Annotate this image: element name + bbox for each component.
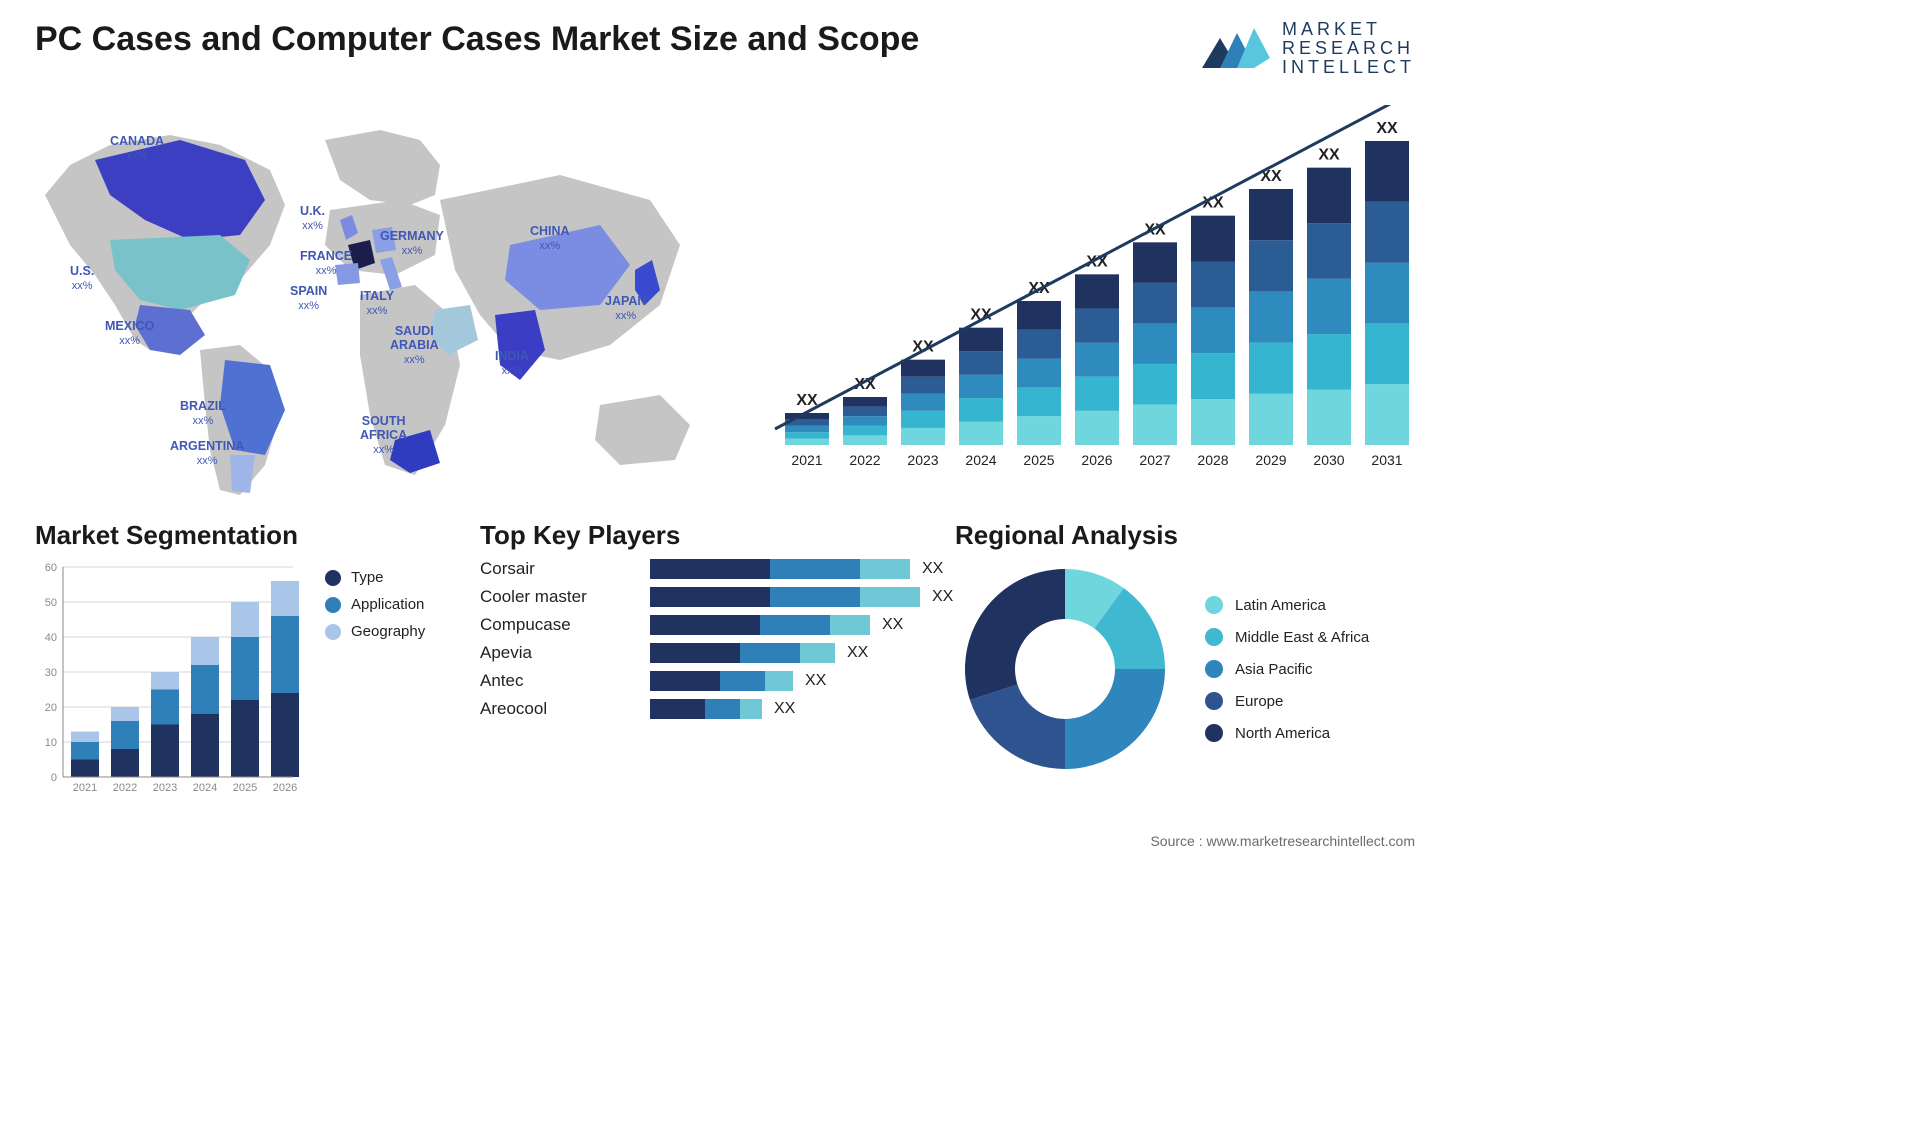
map-label: SOUTHAFRICAxx% [360,415,407,456]
map-label: SAUDIARABIAxx% [390,325,439,366]
regional-legend-item: North America [1205,724,1369,742]
brand-mark-icon [1202,23,1272,73]
svg-text:2021: 2021 [73,782,97,794]
keyplayer-value: XX [774,700,795,718]
svg-text:50: 50 [45,597,57,609]
keyplayer-row: Apevia XX [480,643,960,663]
keyplayer-name: Antec [480,671,650,691]
keyplayer-value: XX [805,672,826,690]
growth-bar-chart: XX2021XX2022XX2023XX2024XX2025XX2026XX20… [755,105,1415,485]
keyplayer-row: Antec XX [480,671,960,691]
world-map: CANADAxx% U.S.xx% MEXICOxx% BRAZILxx% ARGENT… [40,105,710,505]
svg-text:40: 40 [45,632,57,644]
keyplayer-row: Areocool XX [480,699,960,719]
map-label: CHINAxx% [530,225,570,253]
svg-text:2022: 2022 [849,452,880,468]
segmentation-legend: Type Application Geography [325,559,425,650]
keyplayer-bar [650,699,762,719]
regional-legend-item: Latin America [1205,596,1369,614]
keyplayer-value: XX [882,616,903,634]
segmentation-section: Market Segmentation 0 10 20 30 40 50 60 2021 202… [35,520,455,809]
regional-title: Regional Analysis [955,520,1415,551]
svg-text:10: 10 [45,737,57,749]
svg-text:2024: 2024 [965,452,996,468]
svg-text:2025: 2025 [1023,452,1054,468]
regional-legend-item: Asia Pacific [1205,660,1369,678]
brand-line3: INTELLECT [1282,58,1415,77]
source-text: Source : www.marketresearchintellect.com [1150,833,1415,849]
segmentation-title: Market Segmentation [35,520,455,551]
map-label: SPAINxx% [290,285,327,313]
segmentation-legend-item: Application [325,596,425,613]
map-label: GERMANYxx% [380,230,444,258]
keyplayer-row: Corsair XX [480,559,960,579]
regional-legend-item: Middle East & Africa [1205,628,1369,646]
keyplayer-name: Apevia [480,643,650,663]
map-label: U.S.xx% [70,265,94,293]
svg-text:2029: 2029 [1255,452,1286,468]
regional-legend: Latin America Middle East & Africa Asia Pa… [1205,582,1369,756]
keyplayers-section: Top Key Players Corsair XX Cooler master XX… [480,520,960,727]
keyplayer-bar [650,643,835,663]
svg-text:2022: 2022 [113,782,137,794]
keyplayer-bar [650,671,793,691]
regional-donut [955,559,1175,779]
svg-text:XX: XX [1318,147,1340,164]
keyplayers-title: Top Key Players [480,520,960,551]
svg-text:2030: 2030 [1313,452,1344,468]
keyplayer-value: XX [847,644,868,662]
svg-text:XX: XX [1376,120,1398,137]
map-label: BRAZILxx% [180,400,226,428]
brand-logo: MARKET RESEARCH INTELLECT [1202,20,1415,77]
brand-line2: RESEARCH [1282,39,1415,58]
svg-text:30: 30 [45,667,57,679]
svg-text:2031: 2031 [1371,452,1402,468]
svg-text:0: 0 [51,772,57,784]
svg-text:2025: 2025 [233,782,257,794]
svg-text:2027: 2027 [1139,452,1170,468]
brand-text: MARKET RESEARCH INTELLECT [1282,20,1415,77]
map-label: MEXICOxx% [105,320,154,348]
keyplayer-name: Compucase [480,615,650,635]
keyplayer-row: Compucase XX [480,615,960,635]
regional-legend-item: Europe [1205,692,1369,710]
segmentation-legend-item: Type [325,569,425,586]
page-title: PC Cases and Computer Cases Market Size … [35,20,919,59]
map-label: INDIAxx% [495,350,529,378]
keyplayer-name: Cooler master [480,587,650,607]
segmentation-legend-item: Geography [325,623,425,640]
map-label: FRANCExx% [300,250,352,278]
map-label: U.K.xx% [300,205,325,233]
svg-text:20: 20 [45,702,57,714]
regional-section: Regional Analysis Latin America Middle Ea… [955,520,1415,779]
svg-text:2023: 2023 [907,452,938,468]
map-label: CANADAxx% [110,135,164,163]
svg-text:2028: 2028 [1197,452,1228,468]
keyplayer-value: XX [922,560,943,578]
segmentation-chart: 0 10 20 30 40 50 60 2021 2022 2023 2024 2025 2026 [35,559,305,809]
map-label: ARGENTINAxx% [170,440,244,468]
map-label: JAPANxx% [605,295,646,323]
map-label: ITALYxx% [360,290,394,318]
svg-text:2024: 2024 [193,782,217,794]
brand-line1: MARKET [1282,20,1415,39]
svg-text:2023: 2023 [153,782,177,794]
keyplayer-bar [650,615,870,635]
keyplayer-row: Cooler master XX [480,587,960,607]
keyplayer-bar [650,587,920,607]
keyplayers-list: CorsairXXCooler masterXXCompucaseXXApevi… [480,559,960,719]
keyplayer-name: Areocool [480,699,650,719]
svg-text:2026: 2026 [1081,452,1112,468]
svg-text:2026: 2026 [273,782,297,794]
keyplayer-bar [650,559,910,579]
svg-text:60: 60 [45,562,57,574]
svg-text:2021: 2021 [791,452,822,468]
keyplayer-name: Corsair [480,559,650,579]
keyplayer-value: XX [932,588,953,606]
